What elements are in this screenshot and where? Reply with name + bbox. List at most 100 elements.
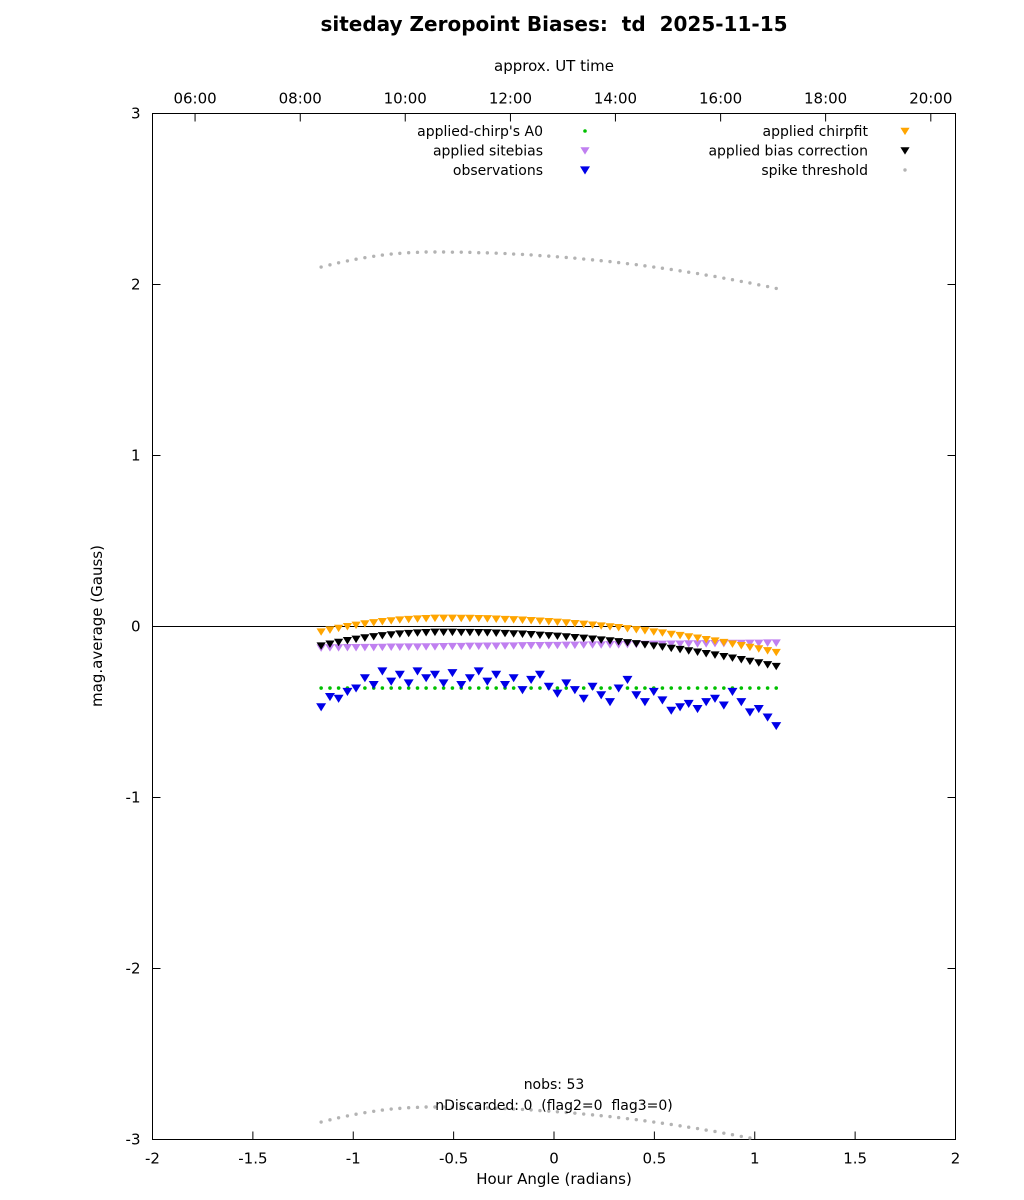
triangle-marker (535, 641, 545, 650)
triangle-marker (438, 679, 449, 688)
triangle-marker (605, 641, 615, 649)
dot-marker (678, 686, 682, 690)
dot-marker (555, 686, 560, 690)
x-tick-label: 1.5 (843, 1150, 867, 1168)
triangle-marker (333, 638, 344, 647)
dot-marker (345, 259, 350, 263)
triangle-marker (718, 701, 729, 710)
legend-item-sitebias: applied sitebias (433, 144, 590, 160)
triangle-marker (526, 675, 537, 685)
dot-marker (686, 686, 691, 690)
triangle-marker (622, 639, 633, 647)
triangle-marker (473, 667, 484, 676)
triangle-marker (580, 147, 590, 155)
triangle-marker (491, 629, 501, 637)
dot-marker (468, 1105, 472, 1110)
dot-marker (608, 259, 612, 264)
triangle-marker (736, 641, 746, 650)
legend-label: applied bias correction (708, 144, 868, 160)
triangle-marker (377, 643, 387, 652)
dot-marker (669, 1122, 673, 1127)
series-obs (316, 667, 782, 731)
top-tick-label: 10:00 (384, 90, 427, 108)
triangle-marker (412, 615, 423, 623)
y-tick-label: -2 (126, 960, 141, 978)
triangle-marker (614, 638, 624, 646)
dot-marker (319, 1120, 323, 1124)
dot-marker (477, 250, 481, 255)
triangle-marker (701, 650, 711, 658)
triangle-marker (465, 628, 475, 637)
dot-marker (336, 261, 341, 265)
y-tick-label: 3 (131, 105, 141, 123)
top-tick-label: 12:00 (489, 90, 532, 108)
dot-marker (722, 1131, 726, 1135)
triangle-marker (351, 684, 362, 693)
triangle-marker (771, 722, 782, 731)
triangle-marker (570, 619, 580, 628)
triangle-marker (500, 629, 510, 638)
triangle-marker (727, 640, 738, 648)
chart-title: siteday Zeropoint Biases: td 2025-11-15 (320, 12, 788, 36)
triangle-marker (508, 674, 519, 683)
triangle-marker (351, 644, 361, 652)
triangle-marker (649, 628, 659, 636)
dot-marker (372, 1109, 376, 1113)
top-axis-label: approx. UT time (494, 57, 614, 75)
triangle-marker (517, 642, 528, 650)
triangle-marker (745, 657, 755, 666)
triangle-marker (631, 691, 642, 700)
dot-marker (406, 1105, 411, 1110)
triangle-marker (675, 640, 685, 648)
dot-marker (739, 1134, 743, 1139)
dot-marker (687, 270, 691, 274)
triangle-marker (631, 626, 641, 634)
triangle-marker (719, 638, 729, 647)
triangle-marker (552, 641, 563, 650)
triangle-marker (570, 641, 580, 650)
dot-marker (757, 283, 761, 287)
x-tick-label: -1 (346, 1150, 361, 1168)
x-tick-label: -2 (145, 1150, 160, 1168)
triangle-marker (666, 706, 677, 715)
triangle-marker (701, 698, 712, 707)
dot-marker (573, 256, 577, 260)
triangle-marker (754, 659, 764, 667)
triangle-marker (544, 641, 554, 650)
dot-marker (538, 253, 542, 258)
triangle-marker (762, 639, 773, 647)
y-tick-label: 0 (131, 618, 141, 636)
top-tick-label: 20:00 (909, 90, 952, 108)
dot-marker (704, 273, 708, 277)
dot-marker (354, 257, 358, 261)
dot-marker (547, 1109, 551, 1113)
triangle-marker (754, 639, 764, 648)
triangle-marker (544, 618, 554, 626)
dot-marker (748, 281, 752, 285)
triangle-marker (587, 682, 598, 691)
triangle-marker (579, 641, 589, 649)
legend-label: applied-chirp's A0 (417, 124, 543, 140)
dot-marker (669, 267, 673, 272)
dot-marker (450, 250, 455, 254)
triangle-marker (447, 669, 458, 678)
dot-marker (765, 284, 770, 289)
dot-marker (520, 1107, 525, 1112)
triangle-marker (342, 644, 353, 652)
triangle-marker (587, 621, 598, 629)
dot-marker (363, 1110, 367, 1115)
triangle-marker (325, 640, 335, 648)
triangle-marker (377, 667, 388, 676)
dot-marker (494, 1106, 498, 1110)
triangle-marker (762, 713, 773, 722)
dot-marker (476, 686, 481, 690)
dot-marker (748, 686, 752, 690)
triangle-marker (474, 629, 484, 637)
top-tick-label: 08:00 (279, 90, 322, 108)
triangle-marker (657, 629, 668, 637)
triangle-marker (360, 643, 370, 652)
dot-marker (529, 253, 533, 257)
x-tick-label: 0 (549, 1150, 559, 1168)
dot-marker (599, 259, 603, 263)
dot-marker (433, 686, 437, 690)
